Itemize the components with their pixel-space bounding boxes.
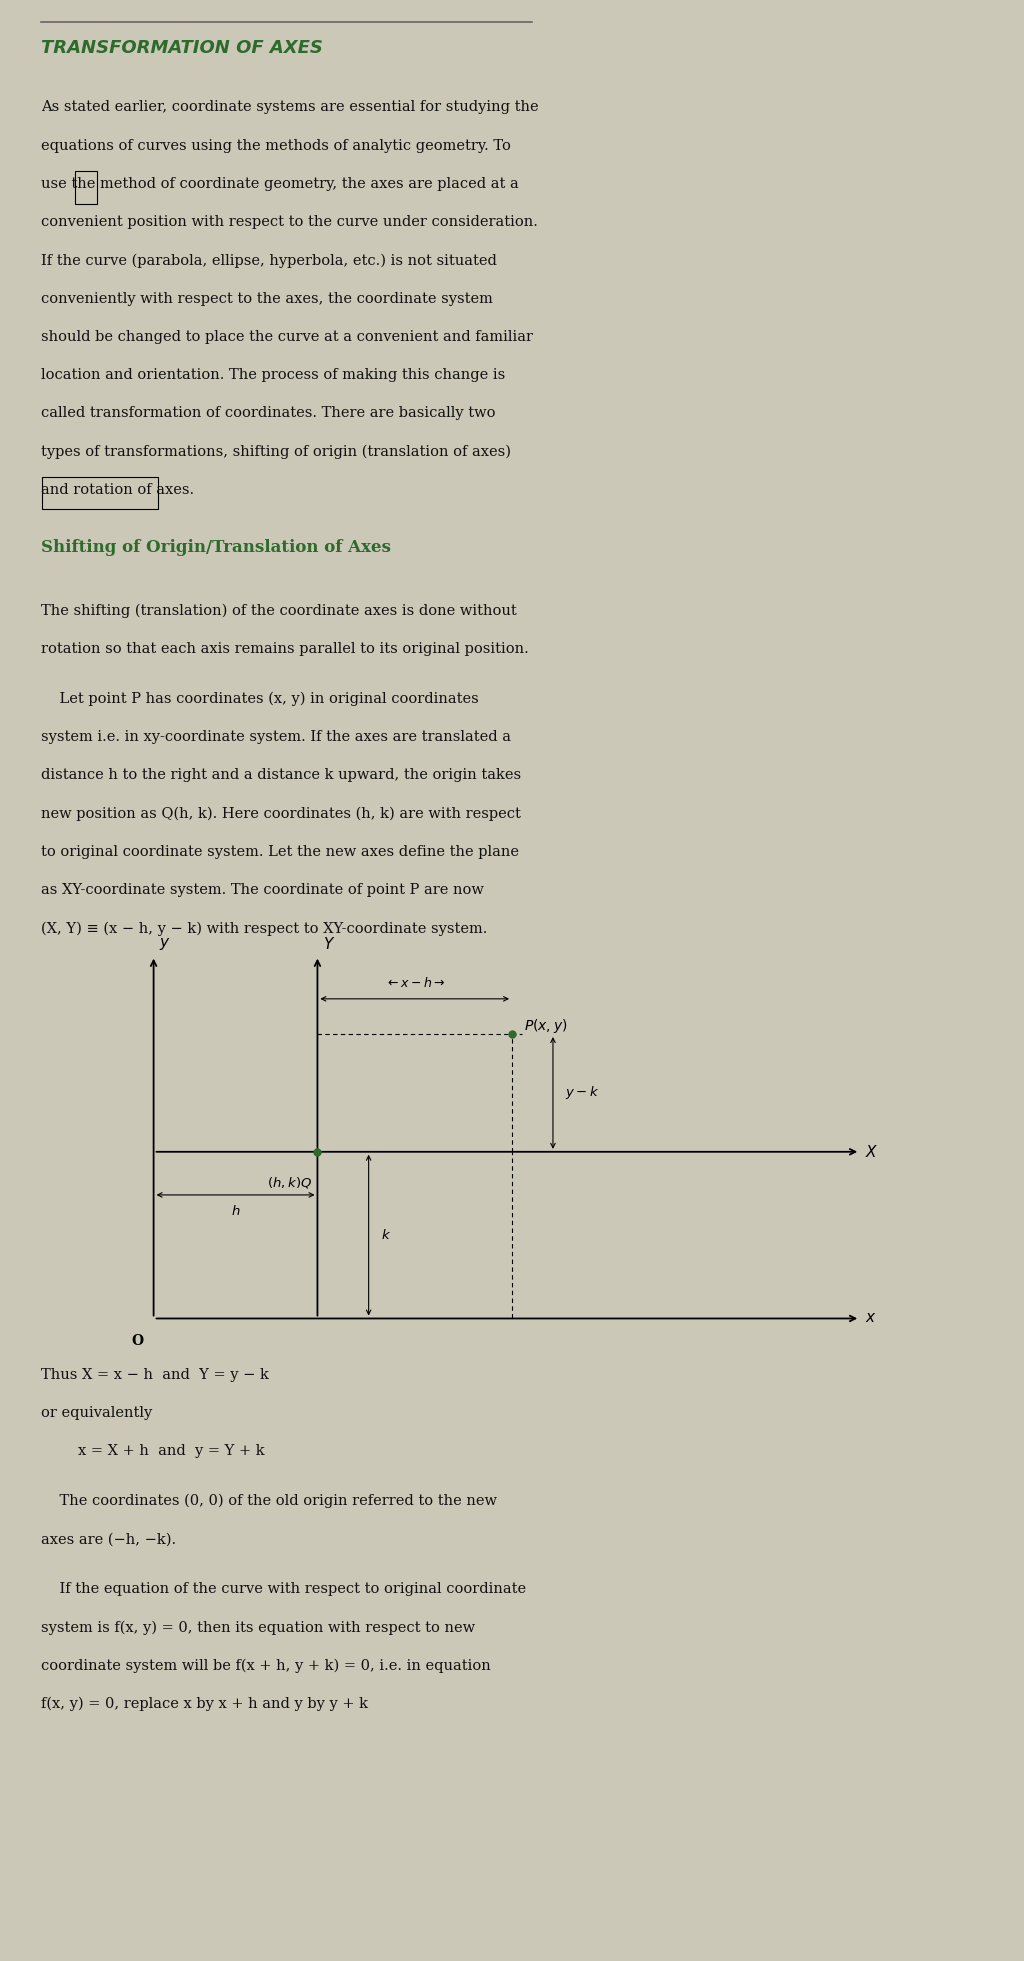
Text: The shifting (translation) of the coordinate axes is done without: The shifting (translation) of the coordi… — [41, 604, 517, 618]
Text: system i.e. in xy-coordinate system. If the axes are translated a: system i.e. in xy-coordinate system. If … — [41, 729, 511, 743]
Text: $\leftarrow x - h \rightarrow$: $\leftarrow x - h \rightarrow$ — [385, 977, 444, 990]
Text: distance h to the right and a distance k upward, the origin takes: distance h to the right and a distance k… — [41, 769, 521, 782]
Text: system is f(x, y) = 0, then its equation with respect to new: system is f(x, y) = 0, then its equation… — [41, 1620, 475, 1635]
Text: O: O — [131, 1333, 143, 1347]
Text: $y - k$: $y - k$ — [565, 1084, 600, 1102]
Text: As stated earlier, coordinate systems are essential for studying the: As stated earlier, coordinate systems ar… — [41, 100, 539, 114]
Text: called transformation of coordinates. There are basically two: called transformation of coordinates. Th… — [41, 406, 496, 420]
Text: conveniently with respect to the axes, the coordinate system: conveniently with respect to the axes, t… — [41, 292, 493, 306]
Text: $x$: $x$ — [865, 1312, 877, 1326]
Text: Let point P has coordinates (x, y) in original coordinates: Let point P has coordinates (x, y) in or… — [41, 692, 478, 706]
Text: $Y$: $Y$ — [323, 935, 335, 951]
Text: types of transformations, shifting of origin (translation of axes): types of transformations, shifting of or… — [41, 445, 511, 459]
Text: $(h, k)Q$: $(h, k)Q$ — [267, 1175, 312, 1190]
Text: f(x, y) = 0, replace x by x + h and y by y + k: f(x, y) = 0, replace x by x + h and y by… — [41, 1696, 368, 1712]
Text: If the curve (parabola, ellipse, hyperbola, etc.) is not situated: If the curve (parabola, ellipse, hyperbo… — [41, 253, 497, 269]
Text: location and orientation. The process of making this change is: location and orientation. The process of… — [41, 369, 505, 382]
Text: TRANSFORMATION OF AXES: TRANSFORMATION OF AXES — [41, 39, 323, 57]
Text: coordinate system will be f(x + h, y + k) = 0, i.e. in equation: coordinate system will be f(x + h, y + k… — [41, 1659, 490, 1673]
Text: $P(x, y)$: $P(x, y)$ — [524, 1018, 567, 1035]
Text: equations of curves using the methods of analytic geometry. To: equations of curves using the methods of… — [41, 139, 511, 153]
Text: as XY-coordinate system. The coordinate of point P are now: as XY-coordinate system. The coordinate … — [41, 882, 483, 896]
Text: $y$: $y$ — [159, 935, 170, 951]
Text: rotation so that each axis remains parallel to its original position.: rotation so that each axis remains paral… — [41, 641, 528, 655]
Text: or equivalently: or equivalently — [41, 1406, 153, 1420]
Text: Shifting of Origin/Translation of Axes: Shifting of Origin/Translation of Axes — [41, 539, 391, 555]
Text: axes are (−h, −k).: axes are (−h, −k). — [41, 1532, 176, 1545]
Text: convenient position with respect to the curve under consideration.: convenient position with respect to the … — [41, 216, 538, 229]
Text: new position as Q(h, k). Here coordinates (h, k) are with respect: new position as Q(h, k). Here coordinate… — [41, 806, 521, 822]
Text: If the equation of the curve with respect to original coordinate: If the equation of the curve with respec… — [41, 1583, 526, 1596]
Text: x = X + h  and  y = Y + k: x = X + h and y = Y + k — [41, 1443, 264, 1457]
Text: (X, Y) ≡ (x − h, y − k) with respect to XY-coordinate system.: (X, Y) ≡ (x − h, y − k) with respect to … — [41, 922, 487, 935]
Text: The coordinates (0, 0) of the old origin referred to the new: The coordinates (0, 0) of the old origin… — [41, 1494, 497, 1508]
Text: should be changed to place the curve at a convenient and familiar: should be changed to place the curve at … — [41, 329, 532, 343]
Bar — [42, 477, 158, 510]
Text: use the method of coordinate geometry, the axes are placed at a: use the method of coordinate geometry, t… — [41, 176, 519, 190]
Text: to original coordinate system. Let the new axes define the plane: to original coordinate system. Let the n… — [41, 845, 519, 859]
Bar — [75, 171, 97, 204]
Text: and rotation of axes.: and rotation of axes. — [41, 482, 195, 496]
Text: $k$: $k$ — [381, 1228, 391, 1241]
Text: Thus X = x − h  and  Y = y − k: Thus X = x − h and Y = y − k — [41, 1367, 269, 1381]
Text: $h$: $h$ — [230, 1204, 241, 1218]
Text: $X$: $X$ — [865, 1143, 879, 1159]
